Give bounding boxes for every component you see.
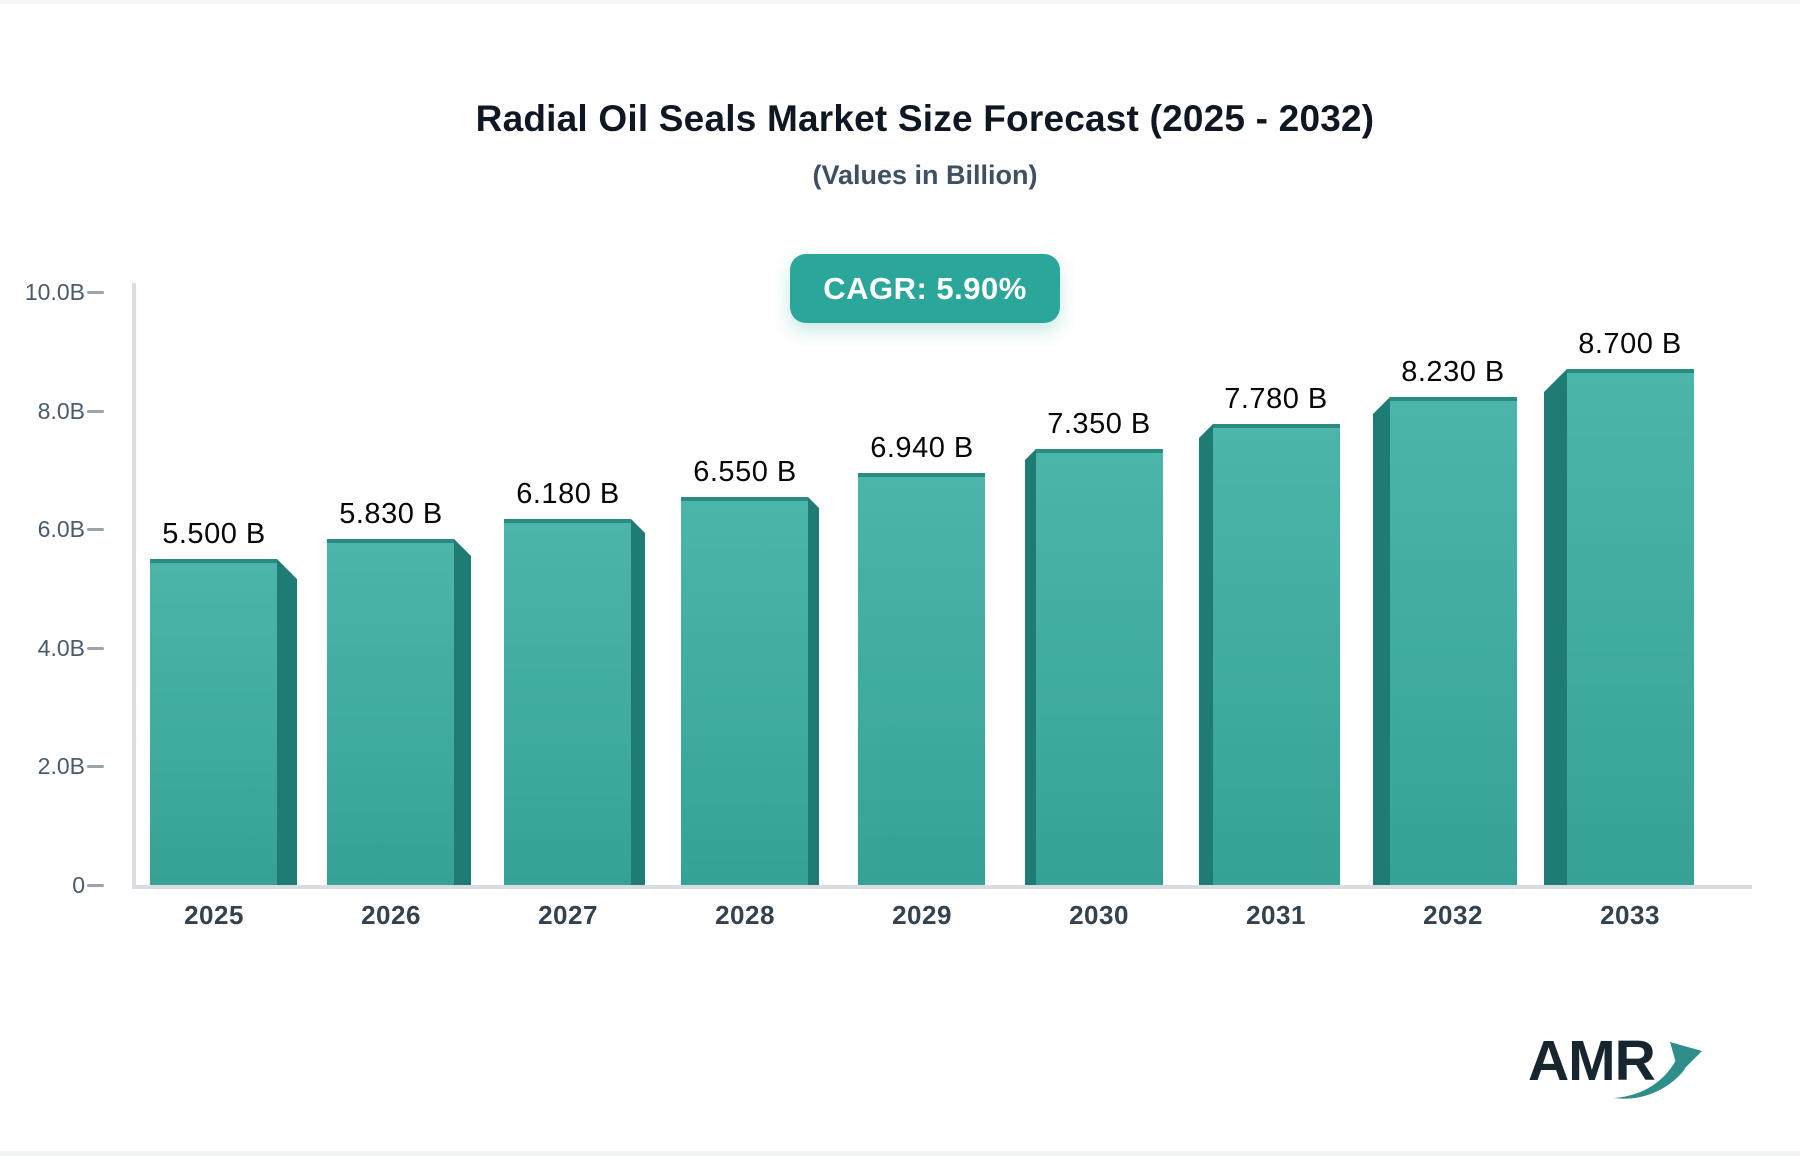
y-tick-label: 6.0B: [37, 516, 85, 543]
bottom-edge-strip: [0, 1151, 1800, 1156]
y-tick-label: 0: [72, 872, 85, 898]
top-edge-strip: [0, 0, 1800, 4]
x-tick-label: 2033: [1600, 900, 1660, 930]
y-tick-label: 4.0B: [37, 634, 85, 661]
bar-value-label: 5.830 B: [339, 498, 443, 530]
bar-value-label: 7.350 B: [1047, 408, 1151, 440]
y-tick-mark: [87, 409, 104, 413]
y-tick-mark: [87, 646, 104, 650]
bar-value-label: 5.500 B: [162, 518, 266, 550]
bar-side-face: [1199, 424, 1213, 885]
y-tick-mark: [87, 884, 104, 887]
cagr-badge: CAGR: 5.90%: [790, 254, 1060, 323]
bar-2030[interactable]: [1036, 449, 1163, 885]
bar-side-face: [454, 539, 471, 885]
bar-2032[interactable]: [1390, 397, 1517, 885]
bar-side-face: [1373, 397, 1390, 885]
x-tick-label: 2029: [892, 900, 952, 930]
bar-side-face: [277, 559, 297, 885]
x-tick-label: 2030: [1069, 900, 1129, 930]
bar-value-label: 6.180 B: [516, 478, 620, 510]
x-tick-label: 2032: [1423, 900, 1483, 930]
x-tick-label: 2028: [715, 900, 775, 930]
amr-logo[interactable]: AMR: [1528, 1032, 1718, 1112]
amr-logo-text: AMR: [1528, 1029, 1656, 1093]
y-tick-mark: [87, 291, 104, 294]
bar-2028[interactable]: [681, 497, 808, 885]
x-tick-label: 2026: [361, 900, 421, 930]
bar-side-face: [1544, 369, 1567, 885]
x-tick-label: 2027: [538, 900, 598, 930]
bar-2033[interactable]: [1567, 369, 1694, 885]
y-tick-mark: [87, 528, 104, 532]
bar-value-label: 8.230 B: [1401, 356, 1505, 388]
y-tick-label: 2.0B: [37, 753, 85, 780]
bar-value-label: 8.700 B: [1578, 328, 1682, 360]
chart-title: Radial Oil Seals Market Size Forecast (2…: [475, 98, 1375, 139]
y-tick-label: 10.0B: [24, 279, 85, 305]
bar-2025[interactable]: [150, 559, 277, 885]
y-tick-mark: [87, 765, 104, 769]
bar-side-face: [631, 519, 645, 885]
bar-value-label: 6.550 B: [693, 456, 797, 488]
cagr-badge-label: CAGR: 5.90%: [823, 270, 1027, 306]
bar-side-face: [808, 497, 819, 885]
bar-side-face: [1025, 449, 1036, 885]
x-tick-label: 2025: [184, 900, 244, 930]
y-axis-line: [132, 283, 136, 889]
bar-2027[interactable]: [504, 519, 631, 885]
x-tick-label: 2031: [1246, 900, 1306, 930]
bar-2029[interactable]: [858, 473, 985, 885]
bar-value-label: 6.940 B: [870, 432, 974, 464]
y-tick-label: 8.0B: [37, 397, 85, 424]
chart-subtitle: (Values in Billion): [812, 160, 1038, 190]
bar-2031[interactable]: [1213, 424, 1340, 885]
bar-2026[interactable]: [327, 539, 454, 885]
trend-up-arrow-icon: [1614, 1042, 1702, 1099]
x-axis-line: [132, 885, 1752, 889]
bar-value-label: 7.780 B: [1224, 383, 1328, 415]
